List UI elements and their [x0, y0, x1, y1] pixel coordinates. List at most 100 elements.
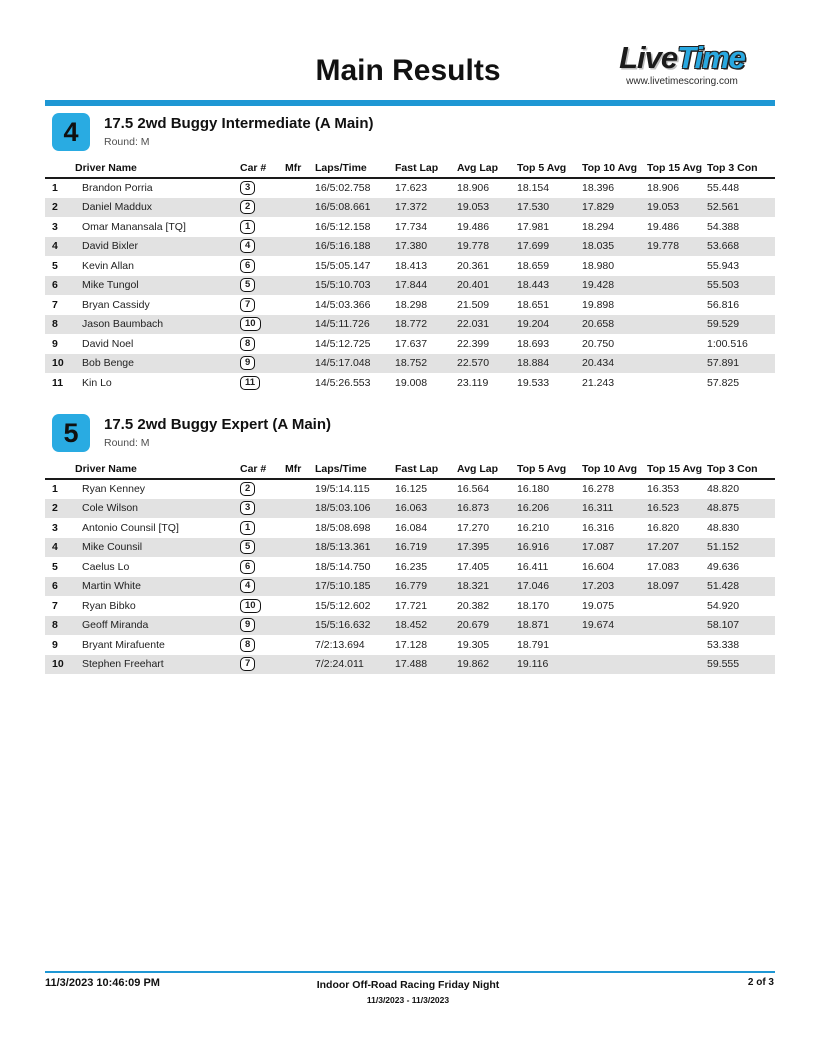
page-title: Main Results: [315, 54, 501, 87]
car-number-cell: 4: [240, 236, 285, 256]
driver-name-cell: Ryan Kenney: [82, 483, 146, 496]
top15-cell: [647, 373, 707, 393]
car-number-cell: 3: [240, 498, 285, 518]
mfr-cell: [285, 256, 315, 276]
fast-lap-cell: 16.779: [395, 576, 457, 596]
driver-name-cell: Mike Counsil: [75, 537, 240, 557]
car-number-badge: 8: [240, 637, 256, 652]
top15-cell: 18.906: [647, 182, 680, 195]
section-title: 17.5 2wd Buggy Expert (A Main): [104, 416, 331, 433]
car-number-cell: 8: [240, 635, 285, 655]
col-header: Fast Lap: [395, 461, 457, 480]
avg-lap-cell: 16.564: [457, 483, 490, 496]
top3con-cell: 53.338: [707, 638, 740, 651]
top10-cell: 17.087: [582, 537, 647, 557]
table-row: 5 Caelus Lo 6 18/5:14.750 16.235 17.405 16.411…: [45, 557, 775, 577]
car-number-cell: 6: [240, 557, 285, 577]
avg-lap-cell: 16.873: [457, 498, 517, 518]
rank-cell: 8: [45, 615, 75, 635]
car-number-cell: 9: [240, 615, 285, 635]
avg-lap-cell: 22.031: [457, 314, 517, 334]
section-number-badge: 5: [52, 414, 90, 452]
rank-cell: 7: [52, 599, 58, 612]
top5-cell: 16.916: [517, 537, 582, 557]
top15-cell: [647, 596, 707, 616]
table-row: 6 Martin White 4 17/5:10.185 16.779 18.321 17.…: [45, 576, 775, 596]
rank-cell: 8: [45, 314, 75, 334]
top3con-cell: 49.636: [707, 560, 740, 573]
driver-name-cell: Mike Tungol: [75, 275, 240, 295]
top3con-cell: 48.820: [707, 483, 740, 496]
top10-cell: 16.311: [582, 498, 647, 518]
section-title: 17.5 2wd Buggy Intermediate (A Main): [104, 115, 374, 132]
laps-time-cell: 17/5:10.185: [315, 576, 395, 596]
top5-cell: 16.206: [517, 498, 582, 518]
col-header: Top 10 Avg: [582, 461, 647, 480]
driver-name-cell: Antonio Counsil [TQ]: [82, 521, 179, 534]
car-number-badge: 6: [240, 258, 256, 273]
table-row: 2 Cole Wilson 3 18/5:03.106 16.063 16.873 16.2…: [45, 498, 775, 518]
rank-cell: 7: [52, 298, 58, 311]
logo-url: www.livetimescoring.com: [626, 76, 738, 87]
top15-cell: 17.207: [647, 537, 707, 557]
driver-name-cell: Bryant Mirafuente: [82, 638, 165, 651]
section-header: 5 17.5 2wd Buggy Expert (A Main) Round: …: [45, 414, 775, 452]
top10-cell: 18.294: [582, 220, 615, 233]
driver-name-cell: Geoff Miranda: [75, 615, 240, 635]
top5-cell: 17.981: [517, 220, 550, 233]
top3con-cell: 48.830: [707, 521, 740, 534]
table-row: 2 Daniel Maddux 2 16/5:08.661 17.372 19.053 17…: [45, 197, 775, 217]
car-number-badge: 9: [240, 356, 256, 371]
top10-cell: 18.980: [582, 259, 615, 272]
top15-cell: 19.778: [647, 236, 707, 256]
rank-cell: 2: [45, 197, 75, 217]
car-number-cell: 3: [240, 178, 285, 198]
car-number-badge: 2: [240, 482, 256, 497]
fast-lap-cell: 17.372: [395, 197, 457, 217]
top10-cell: 18.396: [582, 182, 615, 195]
car-number-badge: 4: [240, 579, 256, 594]
avg-lap-cell: 19.778: [457, 236, 517, 256]
driver-name-cell: Ryan Bibko: [82, 599, 136, 612]
top10-cell: 18.035: [582, 236, 647, 256]
top10-cell: [582, 654, 647, 674]
table-row: 1 Brandon Porria 3 16/5:02.758 17.623 18.906 1…: [45, 178, 775, 198]
avg-lap-cell: 19.486: [457, 220, 490, 233]
table-row: 5 Kevin Allan 6 15/5:05.147 18.413 20.361 18.6…: [45, 256, 775, 276]
col-header: Driver Name: [75, 461, 240, 480]
driver-name-cell: Brandon Porria: [82, 182, 153, 195]
mfr-cell: [285, 236, 315, 256]
driver-name-cell: Kin Lo: [82, 376, 112, 389]
rank-cell: 9: [52, 638, 58, 651]
car-number-cell: 4: [240, 576, 285, 596]
top15-cell: 17.083: [647, 560, 680, 573]
driver-name-cell: David Noel: [82, 337, 134, 350]
car-number-badge: 10: [240, 598, 261, 613]
top5-cell: 18.659: [517, 259, 550, 272]
fast-lap-cell: 17.128: [395, 638, 428, 651]
fast-lap-cell: 18.452: [395, 615, 457, 635]
rank-cell: 5: [52, 259, 58, 272]
rank-cell: 6: [45, 576, 75, 596]
laps-time-cell: 19/5:14.115: [315, 483, 370, 496]
mfr-cell: [285, 373, 315, 393]
table-row: 3 Omar Manansala [TQ] 1 16/5:12.158 17.734 19…: [45, 217, 775, 237]
avg-lap-cell: 20.361: [457, 259, 490, 272]
car-number-cell: 5: [240, 275, 285, 295]
top10-cell: 19.674: [582, 615, 647, 635]
rank-cell: 3: [52, 220, 58, 233]
mfr-cell: [285, 537, 315, 557]
laps-time-cell: 7/2:13.694: [315, 638, 365, 651]
top15-cell: 19.053: [647, 197, 707, 217]
car-number-cell: 5: [240, 537, 285, 557]
fast-lap-cell: 17.844: [395, 275, 457, 295]
laps-time-cell: 7/2:24.011: [315, 654, 395, 674]
laps-time-cell: 14/5:03.366: [315, 298, 371, 311]
fast-lap-cell: 18.298: [395, 298, 428, 311]
results-table: Driver Name Car # Mfr Laps/Time Fast Lap Avg …: [45, 461, 775, 674]
col-header: Top 5 Avg: [517, 160, 582, 179]
col-header: Top 3 Con: [707, 160, 775, 179]
mfr-cell: [285, 334, 315, 354]
fast-lap-cell: 17.721: [395, 599, 428, 612]
mfr-cell: [285, 557, 315, 577]
